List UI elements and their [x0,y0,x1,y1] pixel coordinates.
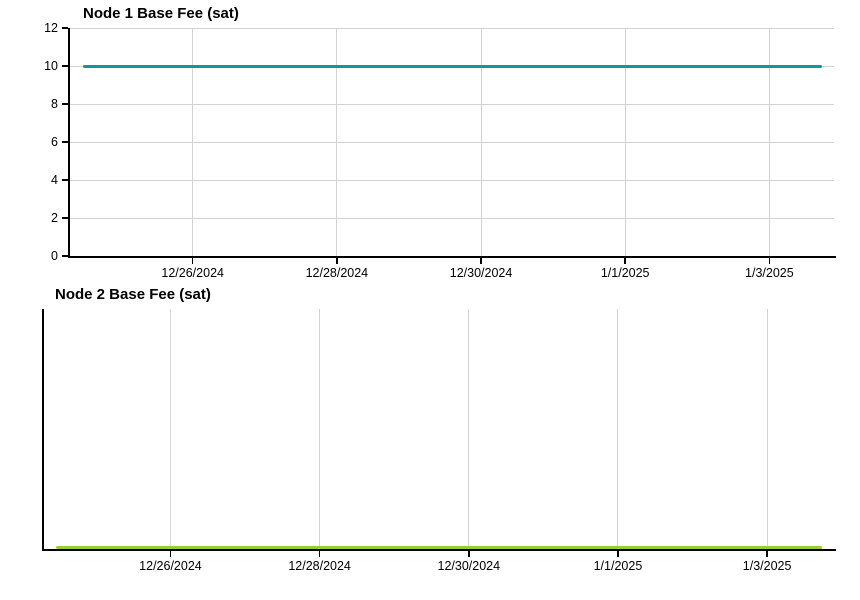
x-tick-label: 1/1/2025 [600,266,650,280]
x-tick-label: 1/3/2025 [742,558,792,573]
x-tick [169,550,172,557]
h-gridline [70,179,834,181]
v-gridline [336,28,338,256]
y-tick [62,141,68,143]
v-gridline [624,28,626,256]
chart-title: Node 2 Base Fee (sat) [55,286,211,303]
x-tick-label: 1/3/2025 [745,266,794,280]
v-gridline [766,309,768,549]
x-tick [318,550,321,557]
x-axis-line [41,548,836,551]
x-tick [480,258,482,264]
x-tick-label: 12/28/2024 [305,266,369,280]
v-gridline [192,28,194,256]
y-tick [62,103,68,105]
y-tick-label: 10 [44,59,58,73]
x-tick [336,258,338,264]
y-tick-label: 4 [51,173,58,187]
x-tick [191,258,194,264]
h-gridline [70,27,834,29]
x-tick [768,258,771,264]
v-gridline [617,309,619,549]
v-gridline [319,309,321,549]
x-tick [624,258,626,264]
y-tick [62,255,68,257]
y-tick-label: 2 [51,211,58,225]
y-tick-label: 8 [51,97,58,111]
x-tick-label: 12/26/2024 [139,558,202,573]
x-tick [766,550,768,557]
y-tick [62,27,68,29]
node2-plot-area: 12/26/2024 12/28/2024 12/30/2024 1/1/2025 1/… [41,309,836,573]
h-gridline [70,217,834,219]
y-tick-label: 6 [51,135,58,149]
x-tick [617,550,619,557]
x-tick-label: 12/30/2024 [437,558,501,573]
v-gridline [169,309,171,549]
y-tick-label: 0 [51,249,58,263]
x-tick [468,550,470,557]
series-line [82,64,822,68]
h-gridline [70,103,834,105]
series-line [55,546,822,549]
y-tick-label: 12 [44,21,58,35]
node1-plot-area: 0 2 4 6 8 10 12 12/26/2024 12/28/2024 12/30/2024 1… [44,21,836,280]
x-tick-label: 12/28/2024 [288,558,351,573]
x-axis-line [68,256,836,258]
y-tick [62,65,68,67]
y-axis-line [41,309,44,551]
v-gridline [480,28,482,256]
h-gridline [70,141,834,143]
y-tick [62,217,68,219]
y-axis-line [68,28,70,258]
v-gridline [768,28,770,256]
x-tick-label: 1/1/2025 [593,558,643,573]
chart-title: Node 1 Base Fee (sat) [83,5,239,22]
v-gridline [468,309,470,549]
x-tick-label: 12/26/2024 [161,266,224,280]
y-tick [62,179,68,181]
x-tick-label: 12/30/2024 [449,266,513,280]
